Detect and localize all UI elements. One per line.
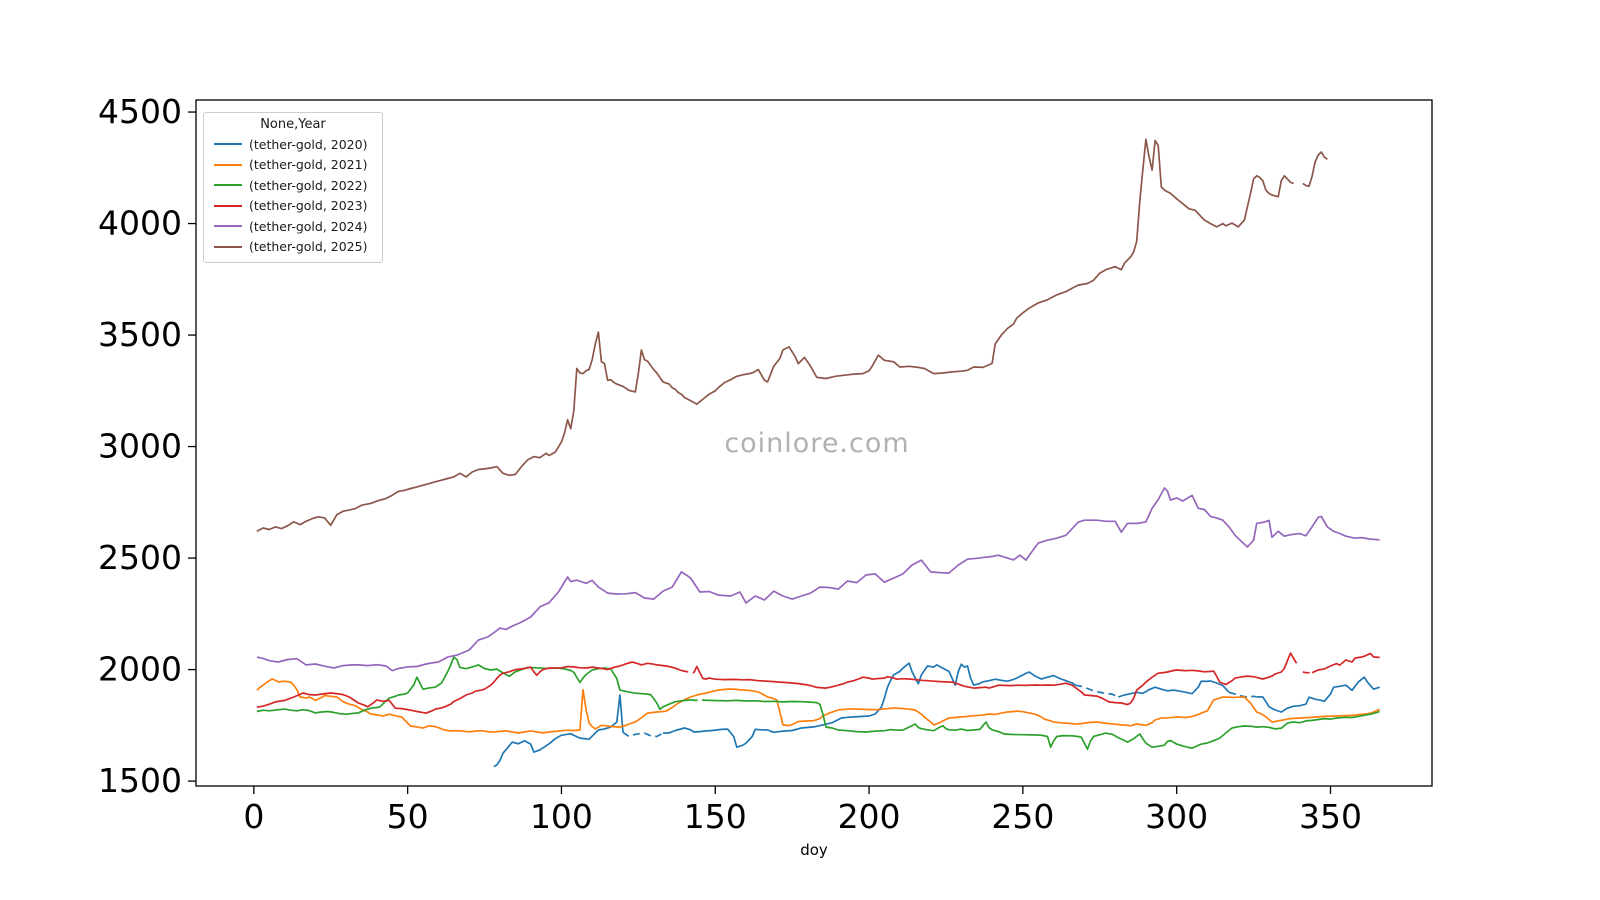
legend-item-label: (tether-gold, 2020) (249, 136, 368, 152)
legend-item: (tether-gold, 2025) (210, 237, 376, 258)
legend-item: (tether-gold, 2024) (210, 216, 376, 237)
series-line-0 (1256, 676, 1380, 713)
series-line-5 (1302, 151, 1328, 188)
x-tick-label: 200 (838, 797, 901, 836)
plot-box (195, 99, 1433, 787)
series-line-2 (690, 699, 710, 702)
watermark: coinlore.com (724, 428, 910, 459)
legend-box: None,Year (tether-gold, 2020) (tether-gol… (203, 112, 383, 263)
legend-item: (tether-gold, 2021) (210, 155, 376, 176)
legend-line-swatch (214, 204, 242, 207)
x-axis-label: doy (800, 841, 828, 859)
legend-item-label: (tether-gold, 2021) (249, 157, 368, 173)
legend-items: (tether-gold, 2020) (tether-gold, 2021) (t… (210, 134, 376, 257)
legend-line-swatch (214, 225, 242, 228)
x-tick-label: 250 (991, 797, 1054, 836)
y-tick-label: 2500 (98, 538, 182, 577)
legend-item-label: (tether-gold, 2025) (249, 239, 368, 255)
series-line-5 (256, 138, 1294, 533)
legend-item: (tether-gold, 2020) (210, 134, 376, 155)
series-line-2 (256, 656, 691, 716)
series-line-3 (1302, 671, 1312, 674)
legend-item-label: (tether-gold, 2024) (249, 218, 368, 234)
x-tick-label: 300 (1145, 797, 1208, 836)
series-line-3 (256, 661, 682, 714)
y-tick-label: 2000 (98, 650, 182, 689)
series-line-0 (1117, 680, 1230, 698)
series-line-0 (622, 731, 664, 738)
legend-line-swatch (214, 184, 242, 187)
legend-item: (tether-gold, 2022) (210, 175, 376, 196)
series-line-0 (662, 662, 1076, 749)
legend-line-swatch (214, 163, 242, 166)
legend-line-swatch (214, 245, 242, 248)
legend-item-label: (tether-gold, 2022) (249, 177, 368, 193)
x-tick-label: 350 (1299, 797, 1362, 836)
x-tick-label: 100 (530, 797, 593, 836)
series-line-0 (1075, 684, 1119, 698)
x-tick-label: 0 (243, 797, 264, 836)
series-line-3 (692, 652, 1298, 706)
legend-line-swatch (214, 143, 242, 146)
y-tick-label: 1500 (98, 761, 182, 800)
x-tick-label: 50 (387, 797, 429, 836)
series-line-4 (256, 487, 1380, 672)
y-tick-label: 3500 (98, 315, 182, 354)
y-tick-label: 4500 (98, 92, 182, 131)
series-line-1 (256, 678, 1381, 734)
series-line-0 (493, 694, 624, 768)
legend-item: (tether-gold, 2023) (210, 196, 376, 217)
y-tick-label: 3000 (98, 427, 182, 466)
legend-title: None,Year (260, 117, 326, 132)
y-tick-label: 4000 (98, 204, 182, 243)
series-line-2 (709, 699, 1380, 751)
x-tick-label: 150 (684, 797, 747, 836)
series-line-3 (1311, 652, 1380, 674)
legend-item-label: (tether-gold, 2023) (249, 198, 368, 214)
series-line-3 (681, 669, 694, 674)
